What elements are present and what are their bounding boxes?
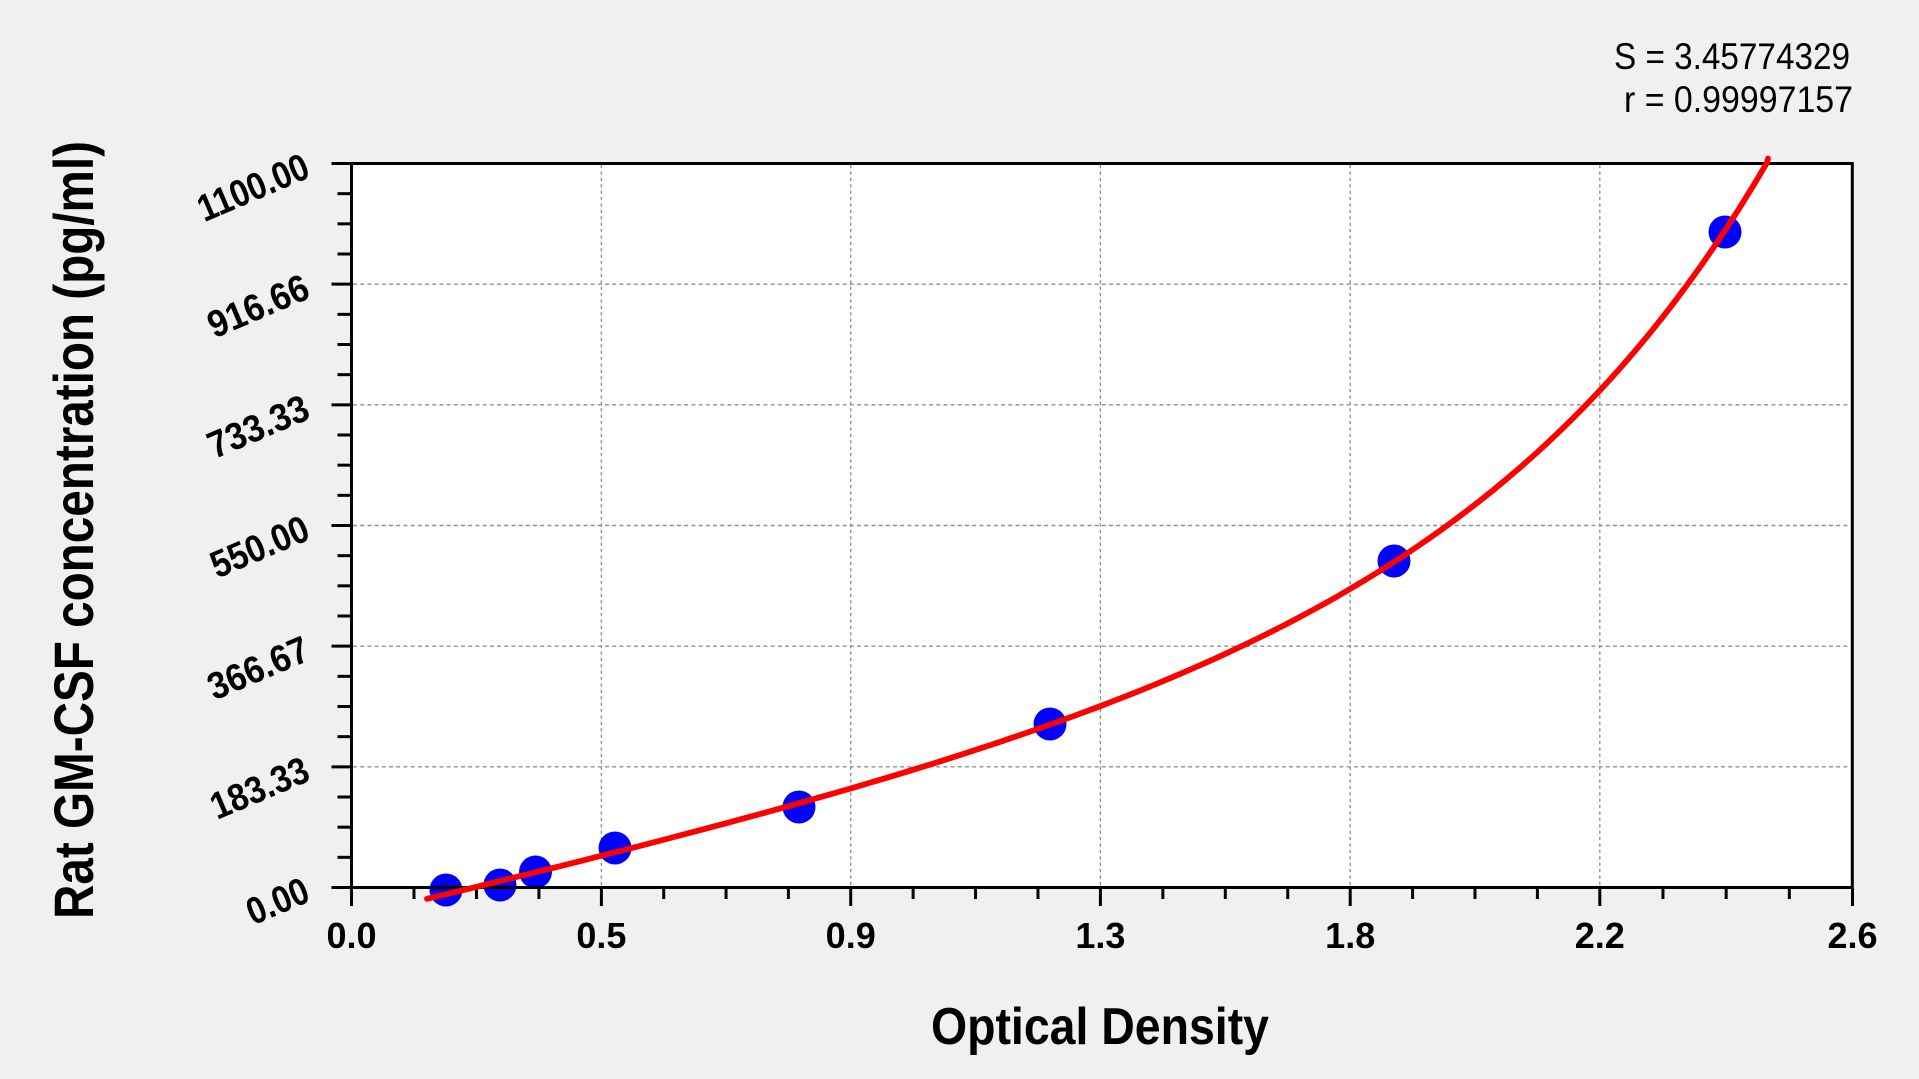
svg-text:0.9: 0.9 [826, 915, 876, 956]
svg-text:S = 3.45774329: S = 3.45774329 [1614, 36, 1850, 77]
svg-text:1.3: 1.3 [1075, 915, 1125, 956]
svg-text:0.0: 0.0 [326, 915, 376, 956]
svg-text:Rat GM-CSF concentration (pg/m: Rat GM-CSF concentration (pg/ml) [42, 141, 105, 919]
svg-text:0.5: 0.5 [576, 915, 626, 956]
svg-text:2.6: 2.6 [1827, 915, 1877, 956]
svg-text:Optical Density: Optical Density [931, 998, 1269, 1056]
svg-text:1.8: 1.8 [1325, 915, 1375, 956]
svg-text:r = 0.99997157: r = 0.99997157 [1624, 79, 1853, 120]
svg-text:2.2: 2.2 [1575, 915, 1625, 956]
